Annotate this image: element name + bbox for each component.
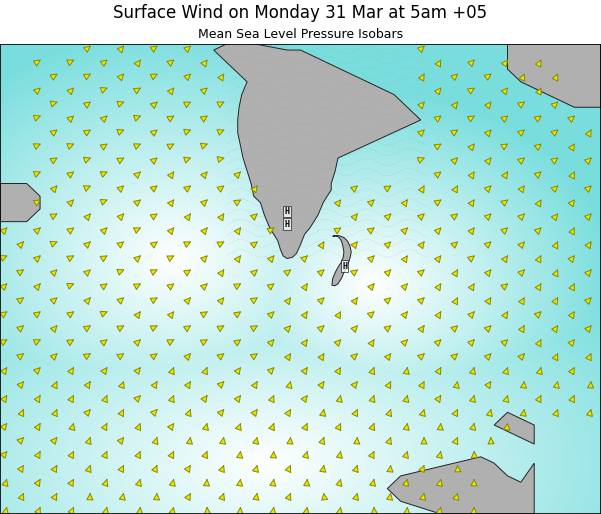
Polygon shape (332, 235, 351, 286)
Polygon shape (507, 44, 601, 107)
Text: H: H (342, 262, 347, 271)
Text: Mean Sea Level Pressure Isobars: Mean Sea Level Pressure Isobars (198, 28, 403, 41)
Polygon shape (494, 412, 534, 444)
Polygon shape (387, 457, 534, 514)
Polygon shape (0, 183, 40, 222)
Polygon shape (214, 44, 421, 259)
Text: H: H (285, 207, 290, 216)
Text: H: H (285, 219, 290, 229)
Text: Surface Wind on Monday 31 Mar at 5am +05: Surface Wind on Monday 31 Mar at 5am +05 (114, 4, 487, 22)
